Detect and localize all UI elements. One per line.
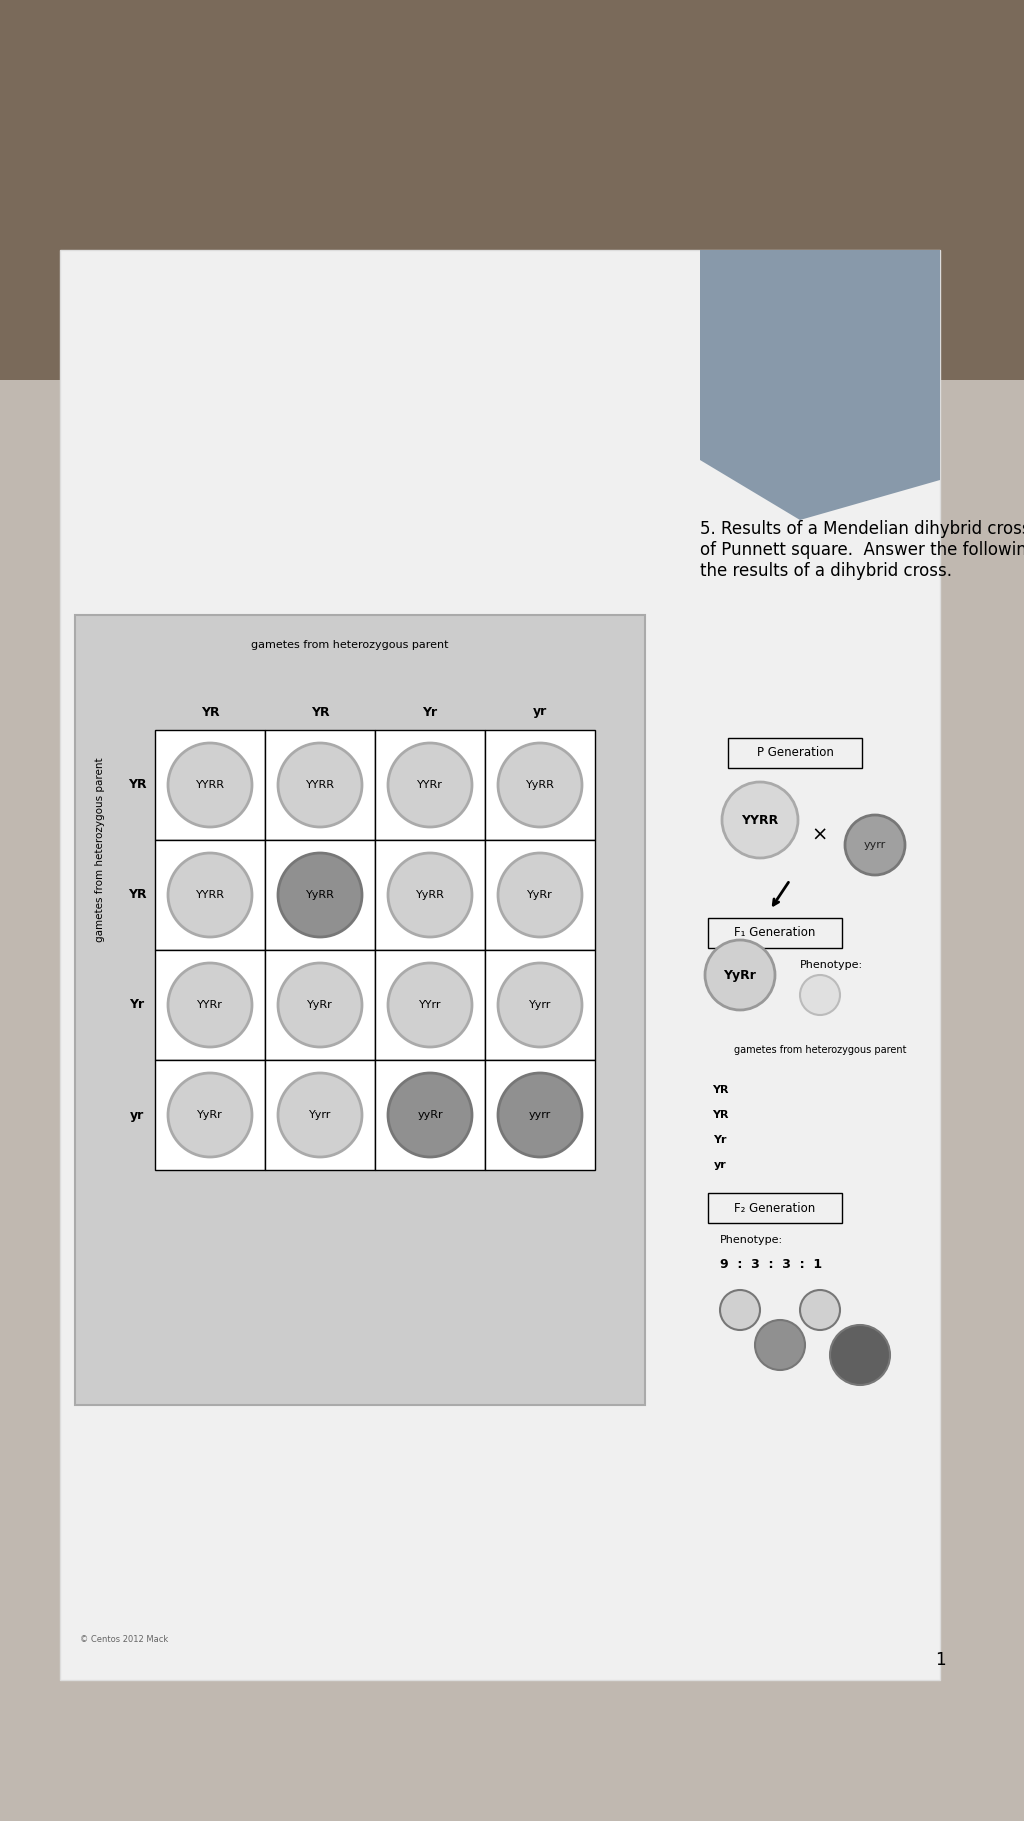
FancyBboxPatch shape xyxy=(155,951,265,1060)
FancyBboxPatch shape xyxy=(0,381,1024,1821)
Text: YYRR: YYRR xyxy=(196,779,224,790)
Text: Yr: Yr xyxy=(129,998,144,1011)
Circle shape xyxy=(800,974,840,1014)
FancyBboxPatch shape xyxy=(155,839,265,951)
Text: yyRr: yyRr xyxy=(417,1111,442,1120)
Text: gametes from heterozygous parent: gametes from heterozygous parent xyxy=(734,1045,906,1054)
Circle shape xyxy=(168,963,252,1047)
Text: YR: YR xyxy=(201,705,219,719)
Circle shape xyxy=(278,963,362,1047)
Circle shape xyxy=(498,1073,582,1156)
Text: Phenotype:: Phenotype: xyxy=(800,960,863,971)
Text: P Generation: P Generation xyxy=(757,747,834,759)
FancyBboxPatch shape xyxy=(708,918,842,949)
Circle shape xyxy=(498,852,582,938)
Text: 1: 1 xyxy=(935,1652,945,1670)
Text: YR: YR xyxy=(128,779,146,792)
Text: F₁ Generation: F₁ Generation xyxy=(734,927,816,940)
Text: Yyrr: Yyrr xyxy=(309,1111,331,1120)
Text: gametes from heterozygous parent: gametes from heterozygous parent xyxy=(251,639,449,650)
Text: YYRr: YYRr xyxy=(417,779,443,790)
Text: F₂ Generation: F₂ Generation xyxy=(734,1202,816,1215)
Circle shape xyxy=(388,963,472,1047)
FancyBboxPatch shape xyxy=(485,1060,595,1171)
FancyBboxPatch shape xyxy=(375,1060,485,1171)
Text: YYRR: YYRR xyxy=(741,814,778,827)
FancyBboxPatch shape xyxy=(0,0,1024,381)
Text: YYRR: YYRR xyxy=(305,779,335,790)
Circle shape xyxy=(388,852,472,938)
FancyBboxPatch shape xyxy=(485,839,595,951)
FancyBboxPatch shape xyxy=(485,951,595,1060)
Text: YyRR: YyRR xyxy=(525,779,554,790)
Text: YYRR: YYRR xyxy=(196,890,224,900)
Circle shape xyxy=(168,852,252,938)
Circle shape xyxy=(498,963,582,1047)
Circle shape xyxy=(830,1326,890,1386)
FancyBboxPatch shape xyxy=(708,1193,842,1224)
Text: YR: YR xyxy=(712,1085,728,1094)
Text: YR: YR xyxy=(128,889,146,901)
Text: yr: yr xyxy=(714,1160,726,1171)
FancyBboxPatch shape xyxy=(155,1060,265,1171)
Text: 9  :  3  :  3  :  1: 9 : 3 : 3 : 1 xyxy=(720,1258,822,1271)
Circle shape xyxy=(845,816,905,876)
Circle shape xyxy=(168,743,252,827)
Circle shape xyxy=(705,940,775,1011)
FancyBboxPatch shape xyxy=(265,951,375,1060)
Text: YyRR: YyRR xyxy=(305,890,335,900)
Text: yr: yr xyxy=(130,1109,144,1122)
FancyBboxPatch shape xyxy=(485,730,595,839)
Circle shape xyxy=(722,781,798,858)
Text: YR: YR xyxy=(712,1111,728,1120)
Text: © Centos 2012 Mack: © Centos 2012 Mack xyxy=(80,1635,168,1644)
Polygon shape xyxy=(700,249,940,521)
Circle shape xyxy=(168,1073,252,1156)
Text: YyRR: YyRR xyxy=(416,890,444,900)
FancyBboxPatch shape xyxy=(265,730,375,839)
Circle shape xyxy=(755,1320,805,1369)
Circle shape xyxy=(720,1289,760,1329)
Circle shape xyxy=(498,743,582,827)
Text: Phenotype:: Phenotype: xyxy=(720,1235,783,1246)
Circle shape xyxy=(278,852,362,938)
Text: yr: yr xyxy=(532,705,547,719)
Text: Yyrr: Yyrr xyxy=(528,1000,551,1011)
FancyBboxPatch shape xyxy=(265,839,375,951)
FancyBboxPatch shape xyxy=(375,839,485,951)
Text: YR: YR xyxy=(310,705,330,719)
FancyBboxPatch shape xyxy=(728,738,862,768)
Circle shape xyxy=(800,1289,840,1329)
Text: Yr: Yr xyxy=(714,1134,727,1145)
Text: 5. Results of a Mendelian dihybrid cross are represented in the form
of Punnett : 5. Results of a Mendelian dihybrid cross… xyxy=(700,521,1024,579)
Circle shape xyxy=(388,743,472,827)
Text: yyrr: yyrr xyxy=(528,1111,551,1120)
Circle shape xyxy=(278,743,362,827)
Circle shape xyxy=(388,1073,472,1156)
Circle shape xyxy=(278,1073,362,1156)
FancyBboxPatch shape xyxy=(375,951,485,1060)
Text: YyRr: YyRr xyxy=(307,1000,333,1011)
Text: YyRr: YyRr xyxy=(527,890,553,900)
FancyBboxPatch shape xyxy=(75,615,645,1406)
FancyBboxPatch shape xyxy=(265,1060,375,1171)
Text: Yr: Yr xyxy=(423,705,437,719)
Text: YYRr: YYRr xyxy=(197,1000,223,1011)
Text: YyRr: YyRr xyxy=(198,1111,223,1120)
FancyBboxPatch shape xyxy=(155,730,265,839)
FancyBboxPatch shape xyxy=(60,249,940,1681)
FancyBboxPatch shape xyxy=(375,730,485,839)
Text: YYrr: YYrr xyxy=(419,1000,441,1011)
Text: gametes from heterozygous parent: gametes from heterozygous parent xyxy=(95,758,105,941)
Text: yyrr: yyrr xyxy=(864,839,886,850)
Text: YyRr: YyRr xyxy=(724,969,757,982)
Text: ×: × xyxy=(812,825,828,845)
